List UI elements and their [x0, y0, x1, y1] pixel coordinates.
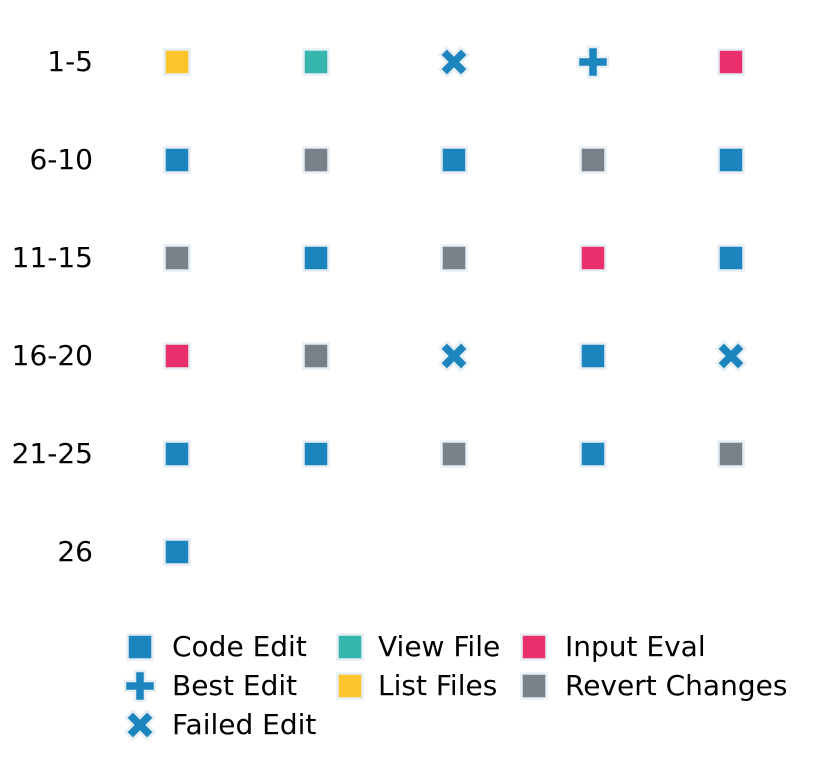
legend-swatch-view-file — [332, 629, 368, 665]
plus-glyph — [123, 669, 157, 703]
legend-swatch-code-edit — [122, 629, 158, 665]
square-glyph — [163, 342, 191, 370]
revert-changes-marker — [713, 436, 749, 472]
revert-changes-marker — [436, 436, 472, 472]
square-glyph — [717, 440, 745, 468]
code-edit-marker — [298, 436, 334, 472]
input-eval-marker — [159, 338, 195, 374]
legend-label-list-files: List Files — [378, 668, 498, 702]
legend-label-input-eval: Input Eval — [565, 629, 706, 663]
square-glyph — [163, 538, 191, 566]
square-glyph — [336, 633, 364, 661]
code-edit-marker — [436, 142, 472, 178]
view-file-marker — [298, 44, 334, 80]
square-glyph — [520, 633, 548, 661]
code-edit-marker — [298, 240, 334, 276]
square-glyph — [520, 672, 548, 700]
legend-label-best-edit: Best Edit — [172, 668, 298, 702]
legend-swatch-revert-changes — [516, 668, 552, 704]
code-edit-marker — [575, 338, 611, 374]
cross-glyph — [715, 340, 747, 372]
failed-edit-marker — [436, 338, 472, 374]
code-edit-marker — [159, 142, 195, 178]
y-tick-label-16-20: 16-20 — [11, 338, 93, 372]
revert-changes-marker — [298, 338, 334, 374]
square-glyph — [163, 440, 191, 468]
square-glyph — [440, 244, 468, 272]
code-edit-marker — [575, 436, 611, 472]
revert-changes-marker — [436, 240, 472, 276]
y-tick-label-11-15: 11-15 — [11, 240, 93, 274]
code-edit-marker — [713, 142, 749, 178]
cross-glyph — [438, 340, 470, 372]
best-edit-marker — [575, 44, 611, 80]
y-tick-label-6-10: 6-10 — [29, 142, 93, 176]
square-glyph — [717, 244, 745, 272]
list-files-marker — [159, 44, 195, 80]
square-glyph — [301, 48, 330, 76]
legend-label-view-file: View File — [378, 629, 501, 663]
square-glyph — [301, 440, 330, 468]
legend-swatch-best-edit — [122, 668, 158, 704]
legend-label-revert-changes: Revert Changes — [565, 668, 788, 702]
failed-edit-marker — [713, 338, 749, 374]
square-glyph — [578, 244, 607, 272]
square-glyph — [578, 440, 607, 468]
square-glyph — [440, 146, 468, 174]
square-glyph — [163, 48, 191, 76]
legend-swatch-failed-edit — [122, 707, 158, 743]
square-glyph — [717, 146, 745, 174]
square-glyph — [301, 342, 330, 370]
code-edit-marker — [159, 534, 195, 570]
square-glyph — [301, 244, 330, 272]
square-glyph — [126, 633, 154, 661]
square-glyph — [301, 146, 330, 174]
legend-swatch-list-files — [332, 668, 368, 704]
legend-label-code-edit: Code Edit — [172, 629, 307, 663]
square-glyph — [163, 146, 191, 174]
code-edit-marker — [713, 240, 749, 276]
y-tick-label-21-25: 21-25 — [11, 436, 93, 470]
revert-changes-marker — [298, 142, 334, 178]
legend-label-failed-edit: Failed Edit — [172, 707, 317, 741]
failed-edit-marker — [436, 44, 472, 80]
square-glyph — [578, 342, 607, 370]
revert-changes-marker — [575, 142, 611, 178]
revert-changes-marker — [159, 240, 195, 276]
square-glyph — [336, 672, 364, 700]
cross-glyph — [438, 46, 470, 78]
plus-glyph — [576, 45, 609, 79]
code-edit-marker — [159, 436, 195, 472]
square-glyph — [163, 244, 191, 272]
input-eval-marker — [575, 240, 611, 276]
square-glyph — [578, 146, 607, 174]
square-glyph — [717, 48, 745, 76]
cross-glyph — [124, 709, 156, 741]
input-eval-marker — [713, 44, 749, 80]
y-tick-label-1-5: 1-5 — [47, 44, 93, 78]
y-tick-label-26: 26 — [57, 534, 93, 568]
square-glyph — [440, 440, 468, 468]
legend-swatch-input-eval — [516, 629, 552, 665]
